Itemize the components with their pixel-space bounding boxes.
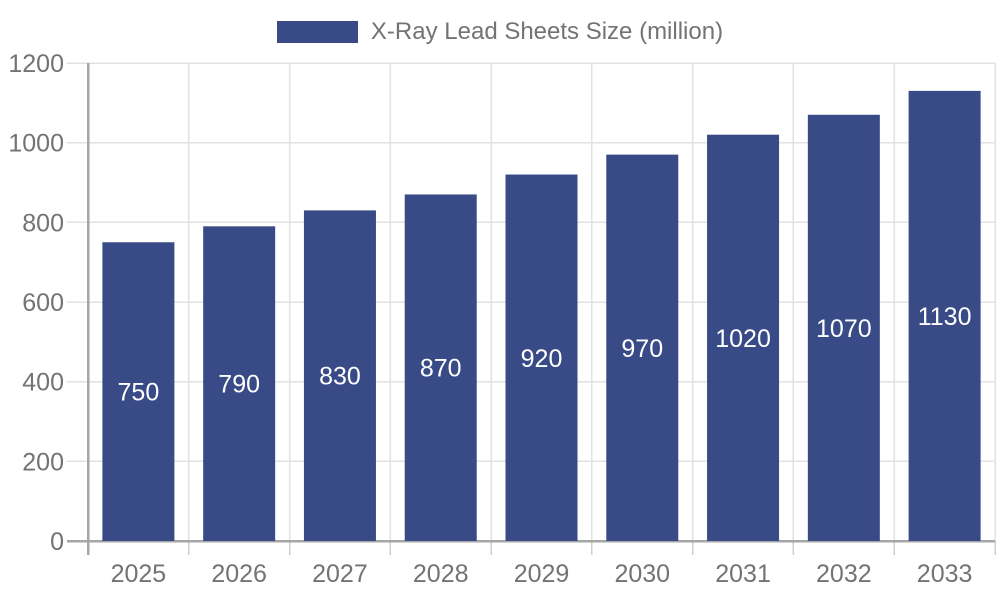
- legend-label: X-Ray Lead Sheets Size (million): [370, 18, 724, 45]
- chart-legend[interactable]: X-Ray Lead Sheets Size (million): [0, 18, 1000, 46]
- y-tick-label: 0: [50, 528, 64, 556]
- x-tick-label: 2026: [211, 560, 267, 588]
- y-tick-label: 1000: [8, 130, 64, 158]
- bar-2033[interactable]: [908, 90, 981, 541]
- x-tick-label: 2032: [816, 560, 872, 588]
- bar-2025[interactable]: [102, 242, 175, 541]
- bar-2030[interactable]: [606, 154, 679, 541]
- bar-2026[interactable]: [203, 226, 276, 542]
- bar-value-label: 1130: [918, 303, 972, 331]
- bar-value-label: 920: [521, 345, 563, 373]
- bar-value-label: 790: [218, 371, 260, 399]
- bar-value-label: 970: [621, 335, 663, 363]
- x-tick-label: 2027: [312, 560, 368, 588]
- bar-value-label: 870: [420, 355, 462, 383]
- x-tick-label: 2033: [917, 560, 973, 588]
- bar-2031[interactable]: [707, 134, 780, 541]
- x-tick-label: 2030: [614, 560, 670, 588]
- bar-2029[interactable]: [505, 174, 578, 542]
- bar-2027[interactable]: [303, 210, 376, 541]
- y-tick-label: 400: [22, 369, 64, 397]
- bar-value-label: 830: [319, 363, 361, 391]
- bar-value-label: 1070: [816, 315, 872, 343]
- x-tick-label: 2029: [514, 560, 570, 588]
- x-tick-label: 2031: [715, 560, 771, 588]
- x-tick-label: 2028: [413, 560, 469, 588]
- y-tick-label: 1200: [8, 50, 64, 78]
- bar-2028[interactable]: [404, 194, 477, 541]
- y-tick-label: 200: [22, 448, 64, 476]
- x-tick-label: 2025: [111, 560, 167, 588]
- y-tick-label: 600: [22, 289, 64, 317]
- legend-swatch: [276, 21, 358, 43]
- bar-value-label: 750: [118, 379, 160, 407]
- bar-value-label: 1020: [715, 325, 771, 353]
- y-tick-label: 800: [22, 209, 64, 237]
- bar-2032[interactable]: [807, 114, 880, 542]
